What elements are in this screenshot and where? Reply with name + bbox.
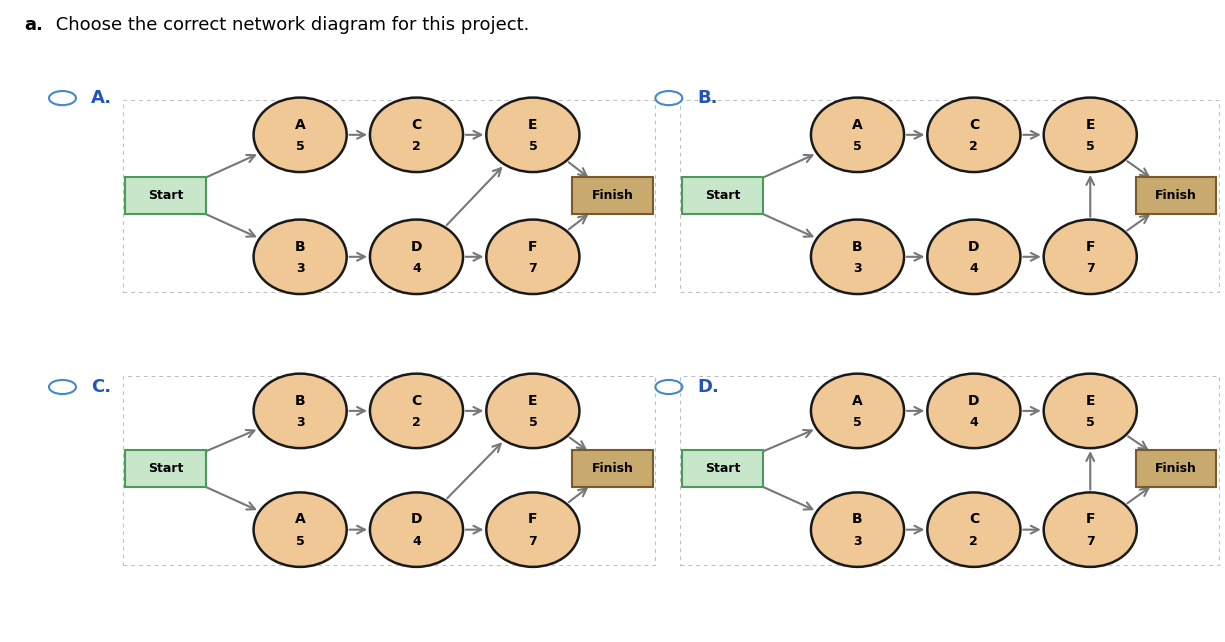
Text: Finish: Finish	[592, 462, 633, 475]
FancyBboxPatch shape	[125, 450, 206, 487]
Text: 3: 3	[295, 262, 305, 275]
Ellipse shape	[370, 374, 463, 448]
Ellipse shape	[370, 98, 463, 172]
Text: A.: A.	[91, 89, 111, 107]
Text: Start: Start	[706, 462, 740, 475]
FancyBboxPatch shape	[1136, 177, 1216, 214]
Ellipse shape	[927, 220, 1020, 294]
Text: 3: 3	[853, 535, 862, 548]
Text: B: B	[853, 239, 862, 254]
Text: Choose the correct network diagram for this project.: Choose the correct network diagram for t…	[50, 16, 529, 34]
Text: E: E	[1085, 394, 1095, 408]
Text: E: E	[1085, 117, 1095, 132]
Ellipse shape	[254, 374, 347, 448]
Text: A: A	[295, 512, 305, 526]
Ellipse shape	[370, 492, 463, 567]
Ellipse shape	[811, 374, 904, 448]
Text: F: F	[528, 512, 538, 526]
Text: 7: 7	[1085, 262, 1095, 275]
FancyBboxPatch shape	[682, 450, 763, 487]
Ellipse shape	[486, 374, 579, 448]
Text: 4: 4	[969, 262, 979, 275]
FancyBboxPatch shape	[1136, 450, 1216, 487]
Text: Finish: Finish	[1155, 462, 1197, 475]
Text: 2: 2	[969, 535, 979, 548]
Ellipse shape	[927, 492, 1020, 567]
Ellipse shape	[486, 98, 579, 172]
Ellipse shape	[370, 220, 463, 294]
Ellipse shape	[486, 220, 579, 294]
FancyBboxPatch shape	[572, 450, 653, 487]
Text: 5: 5	[295, 140, 305, 153]
Text: C: C	[412, 117, 421, 132]
Text: F: F	[528, 239, 538, 254]
Text: B: B	[853, 512, 862, 526]
Text: 4: 4	[412, 262, 421, 275]
Text: 2: 2	[969, 140, 979, 153]
Text: 3: 3	[853, 262, 862, 275]
Text: 7: 7	[528, 535, 538, 548]
Ellipse shape	[927, 98, 1020, 172]
Bar	[122, 376, 655, 565]
Ellipse shape	[1044, 98, 1137, 172]
Text: 4: 4	[969, 416, 979, 429]
Text: B.: B.	[697, 89, 718, 107]
Text: 7: 7	[1085, 535, 1095, 548]
Text: 7: 7	[528, 262, 538, 275]
Text: C: C	[412, 394, 421, 408]
Text: 2: 2	[412, 416, 421, 429]
Ellipse shape	[486, 492, 579, 567]
Ellipse shape	[811, 220, 904, 294]
Text: D.: D.	[697, 378, 719, 396]
Text: C: C	[969, 117, 979, 132]
Text: A: A	[295, 117, 305, 132]
Text: a.: a.	[24, 16, 43, 34]
Ellipse shape	[811, 98, 904, 172]
Ellipse shape	[1044, 492, 1137, 567]
Text: B: B	[295, 394, 305, 408]
Ellipse shape	[1044, 374, 1137, 448]
Text: 5: 5	[295, 535, 305, 548]
Text: 5: 5	[528, 416, 538, 429]
Text: A: A	[853, 394, 862, 408]
Ellipse shape	[254, 220, 347, 294]
Text: B: B	[295, 239, 305, 254]
Text: A: A	[853, 117, 862, 132]
Text: F: F	[1085, 239, 1095, 254]
FancyBboxPatch shape	[572, 177, 653, 214]
Ellipse shape	[927, 374, 1020, 448]
Text: F: F	[1085, 512, 1095, 526]
Text: 5: 5	[853, 416, 862, 429]
Text: 5: 5	[853, 140, 862, 153]
Text: Finish: Finish	[1155, 189, 1197, 202]
Bar	[680, 100, 1219, 292]
Bar	[680, 376, 1219, 565]
Ellipse shape	[811, 492, 904, 567]
Text: Start: Start	[706, 189, 740, 202]
Text: 5: 5	[1085, 140, 1095, 153]
Text: E: E	[528, 117, 538, 132]
Ellipse shape	[254, 98, 347, 172]
Text: 5: 5	[1085, 416, 1095, 429]
Text: 2: 2	[412, 140, 421, 153]
Text: Start: Start	[148, 189, 183, 202]
FancyBboxPatch shape	[682, 177, 763, 214]
Text: D: D	[968, 239, 980, 254]
Text: 3: 3	[295, 416, 305, 429]
Text: D: D	[410, 512, 423, 526]
Ellipse shape	[1044, 220, 1137, 294]
Text: 5: 5	[528, 140, 538, 153]
Text: Start: Start	[148, 462, 183, 475]
FancyBboxPatch shape	[125, 177, 206, 214]
Text: 4: 4	[412, 535, 421, 548]
Text: E: E	[528, 394, 538, 408]
Text: C.: C.	[91, 378, 110, 396]
Text: Finish: Finish	[592, 189, 633, 202]
Text: D: D	[968, 394, 980, 408]
Text: D: D	[410, 239, 423, 254]
Bar	[122, 100, 655, 292]
Ellipse shape	[254, 492, 347, 567]
Text: C: C	[969, 512, 979, 526]
